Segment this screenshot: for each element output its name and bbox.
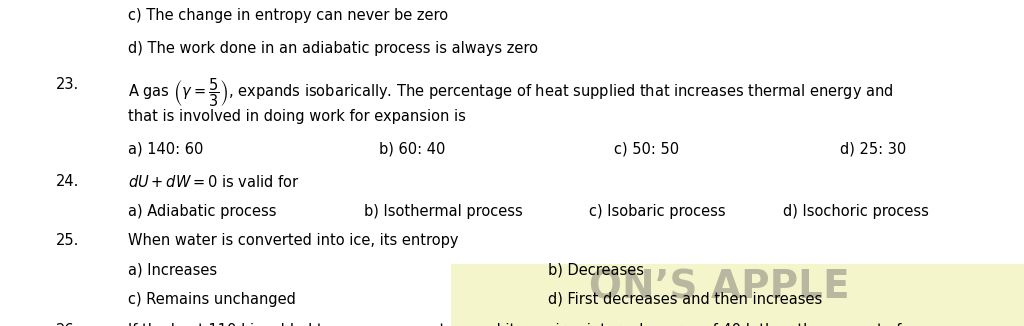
- Text: 25.: 25.: [56, 233, 80, 248]
- Text: d) First decreases and then increases: d) First decreases and then increases: [548, 292, 822, 307]
- Text: $\mathit{dU+dW=0}$ is valid for: $\mathit{dU+dW=0}$ is valid for: [128, 174, 300, 190]
- Text: b) 60: 40: b) 60: 40: [379, 142, 445, 157]
- Text: a) 140: 60: a) 140: 60: [128, 142, 204, 157]
- Text: When water is converted into ice, its entropy: When water is converted into ice, its en…: [128, 233, 459, 248]
- Text: c) 50: 50: c) 50: 50: [614, 142, 680, 157]
- Text: b) Decreases: b) Decreases: [548, 262, 644, 277]
- Text: If the heat 110 J is added to a gaseous system and it acquires internal energy o: If the heat 110 J is added to a gaseous …: [128, 323, 901, 326]
- Text: c) The change in entropy can never be zero: c) The change in entropy can never be ze…: [128, 8, 449, 23]
- Text: d) 25: 30: d) 25: 30: [840, 142, 906, 157]
- Text: d) The work done in an adiabatic process is always zero: d) The work done in an adiabatic process…: [128, 41, 538, 56]
- Text: b) Isothermal process: b) Isothermal process: [364, 204, 522, 219]
- Bar: [451, 264, 1024, 326]
- Text: c) Isobaric process: c) Isobaric process: [589, 204, 725, 219]
- Text: 26.: 26.: [56, 323, 80, 326]
- Text: a) Increases: a) Increases: [128, 262, 217, 277]
- Text: 23.: 23.: [56, 77, 80, 92]
- Text: d) Isochoric process: d) Isochoric process: [783, 204, 929, 219]
- Text: 24.: 24.: [56, 174, 80, 189]
- Text: A gas $\left(\gamma = \dfrac{5}{3}\right)$, expands isobarically. The percentage: A gas $\left(\gamma = \dfrac{5}{3}\right…: [128, 77, 894, 109]
- Text: a) Adiabatic process: a) Adiabatic process: [128, 204, 276, 219]
- Text: c) Remains unchanged: c) Remains unchanged: [128, 292, 296, 307]
- Text: ON’S APPLE: ON’S APPLE: [589, 269, 850, 307]
- Text: that is involved in doing work for expansion is: that is involved in doing work for expan…: [128, 109, 466, 124]
